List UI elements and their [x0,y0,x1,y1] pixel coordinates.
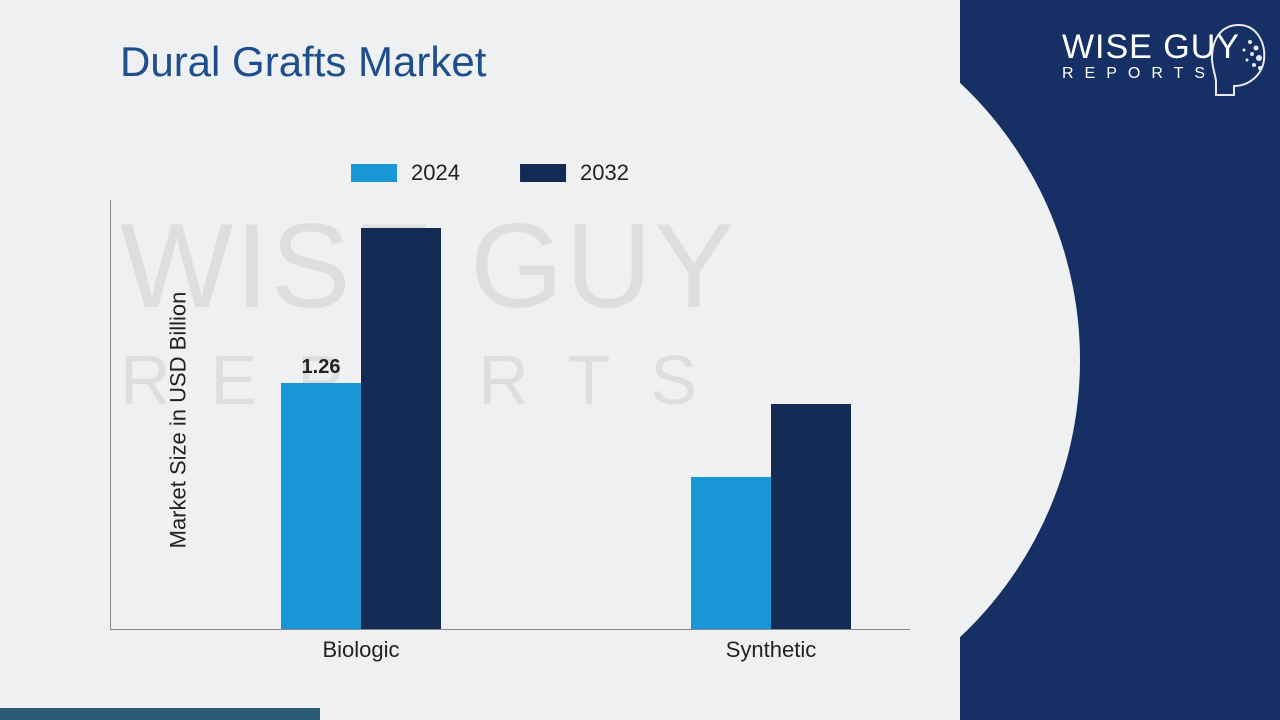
legend: 2024 2032 [351,160,629,186]
bar [771,404,851,629]
brand-line2: REPORTS [1062,65,1240,83]
chart-title: Dural Grafts Market [120,38,486,86]
bar-group: 1.26 Biologic [281,200,441,629]
bar-value-label: 1.26 [302,356,341,379]
legend-label: 2024 [411,160,460,186]
legend-swatch [351,164,397,182]
bar-group: Synthetic [691,200,851,629]
footer-accent-bar [0,708,320,720]
bar [361,228,441,629]
brand-logo: WISE GUY REPORTS [1062,28,1240,83]
legend-item: 2032 [520,160,629,186]
legend-item: 2024 [351,160,460,186]
legend-swatch [520,164,566,182]
plot-area: 1.26 Biologic Synthetic [110,200,910,630]
x-tick-label: Synthetic [726,637,817,663]
bar [691,477,771,629]
brand-line1: WISE GUY [1062,28,1240,67]
legend-label: 2032 [580,160,629,186]
bar: 1.26 [281,383,361,629]
chart: Market Size in USD Billion 2024 2032 1.2… [60,150,920,690]
x-tick-label: Biologic [322,637,399,663]
